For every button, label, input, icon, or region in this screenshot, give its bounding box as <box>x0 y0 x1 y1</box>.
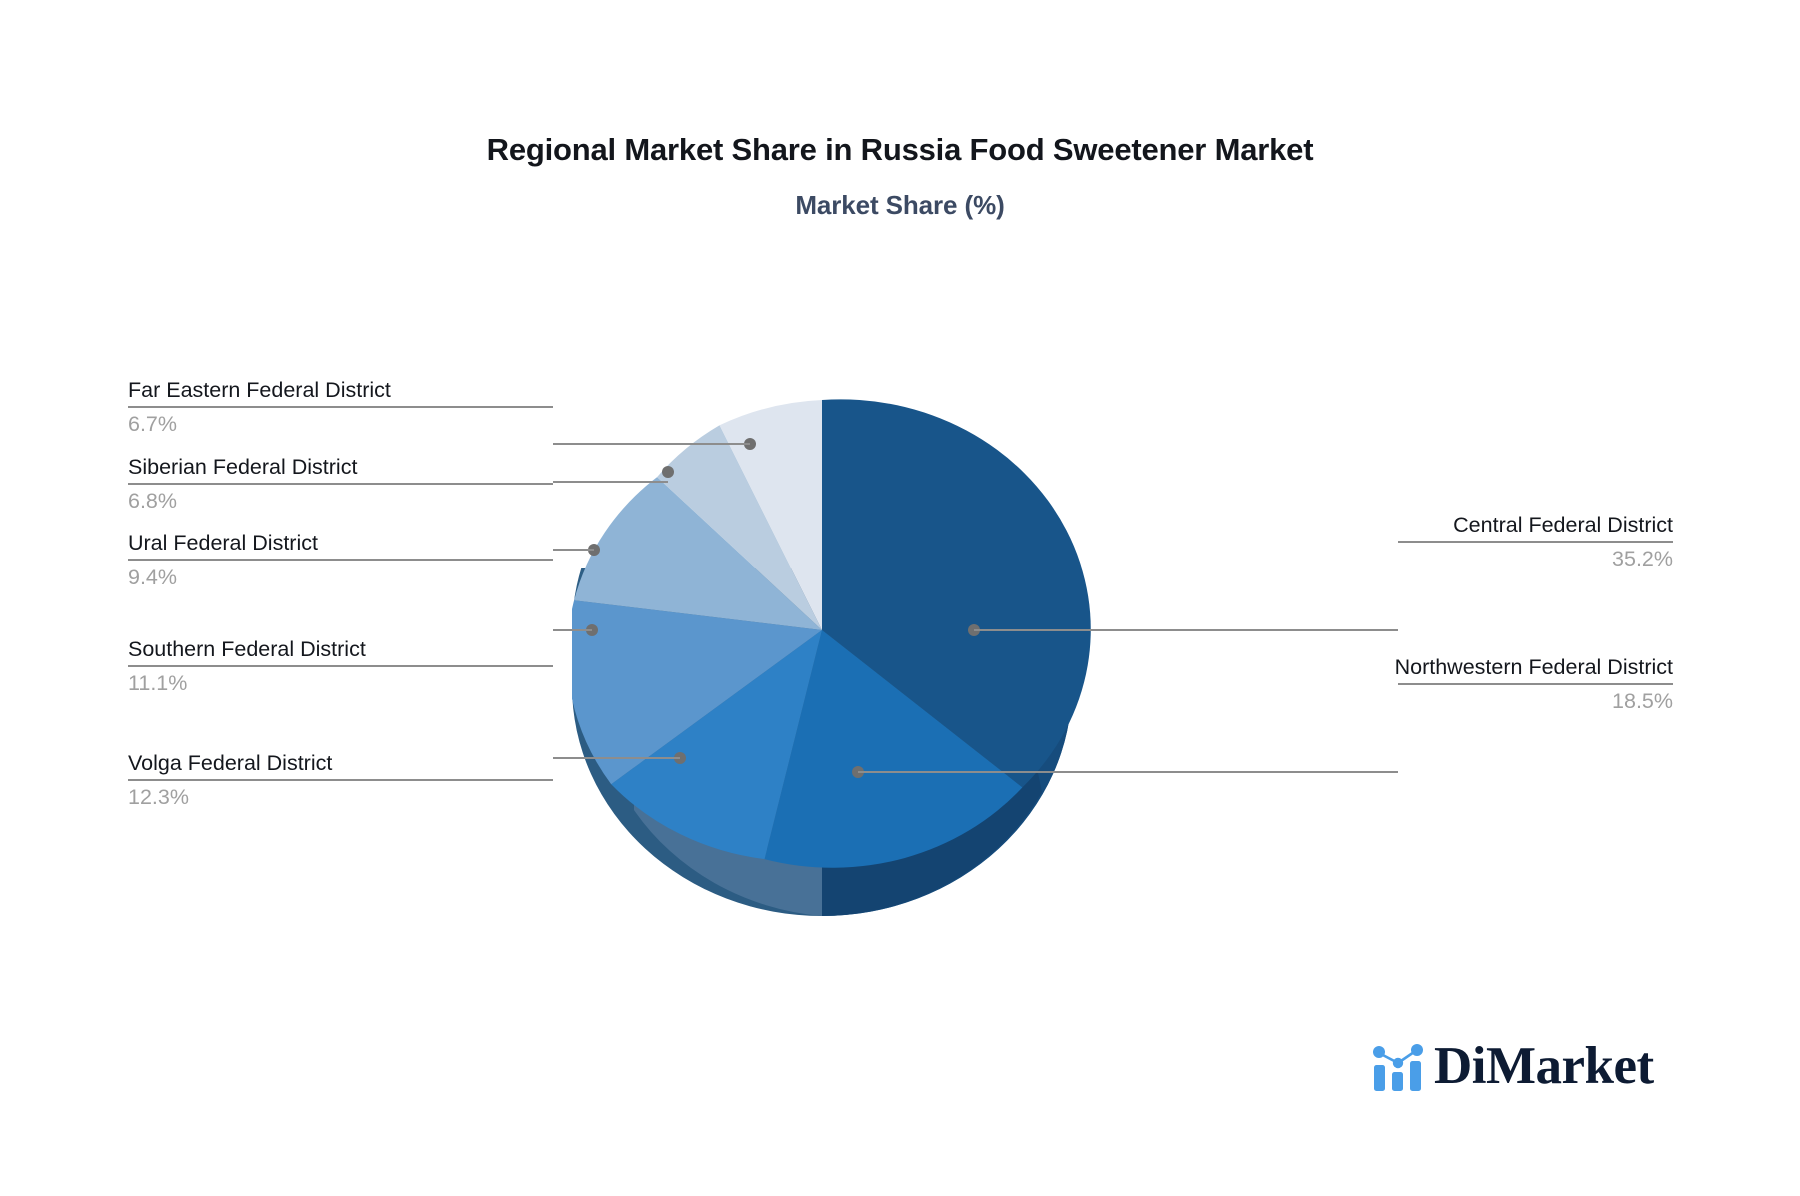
brand-name: DiMarket <box>1434 1037 1654 1095</box>
callout-southern-rule <box>128 665 553 668</box>
callout-far-eastern-label: Far Eastern Federal District <box>128 378 391 402</box>
brand-logo[interactable]: DiMarket <box>1371 1040 1654 1093</box>
callout-siberian-rule <box>128 483 553 486</box>
leader-dot-far-eastern <box>744 438 756 450</box>
callout-central-rule <box>1398 541 1673 544</box>
callout-ural-rule <box>128 559 553 562</box>
callout-volga-label: Volga Federal District <box>128 751 333 775</box>
leader-dot-siberian <box>662 466 674 478</box>
pie-slice-far-eastern[interactable] <box>719 400 822 630</box>
pie-chart-svg <box>572 399 1091 916</box>
leader-dot-southern <box>586 624 598 636</box>
callout-southern-label: Southern Federal District <box>128 637 366 661</box>
callout-volga[interactable]: Volga Federal District 12.3% <box>128 751 553 814</box>
callout-northwestern[interactable]: Northwestern Federal District 18.5% <box>973 655 1673 718</box>
callout-siberian-value: 6.8% <box>128 489 178 514</box>
callout-central-label: Central Federal District <box>1453 513 1673 537</box>
callout-southern[interactable]: Southern Federal District 11.1% <box>128 637 553 700</box>
leader-dots <box>586 438 980 778</box>
callout-siberian[interactable]: Siberian Federal District 6.8% <box>128 455 553 518</box>
callout-ural[interactable]: Ural Federal District 9.4% <box>128 531 553 594</box>
pie-slice-siberian[interactable] <box>657 425 822 630</box>
callout-northwestern-label: Northwestern Federal District <box>1394 655 1673 679</box>
pie-slice-northwestern[interactable] <box>764 630 1023 868</box>
callout-southern-value: 11.1% <box>128 671 188 696</box>
chart-subtitle: Market Share (%) <box>795 190 1005 220</box>
callout-far-eastern[interactable]: Far Eastern Federal District 6.7% <box>128 378 553 441</box>
callout-central[interactable]: Central Federal District 35.2% <box>973 513 1673 576</box>
page-title: Regional Market Share in Russia Food Swe… <box>486 132 1314 167</box>
pie-slice-ural[interactable] <box>574 477 822 630</box>
leader-dot-northwestern <box>852 766 864 778</box>
callout-central-value: 35.2% <box>1612 547 1673 572</box>
callout-northwestern-rule <box>1398 683 1673 686</box>
pie-chart <box>572 372 1232 972</box>
pie-slice-southern[interactable] <box>572 600 822 785</box>
callout-ural-value: 9.4% <box>128 565 178 590</box>
callout-volga-rule <box>128 779 553 782</box>
pie-slice-volga[interactable] <box>611 630 822 860</box>
callout-volga-value: 12.3% <box>128 785 189 810</box>
pie-slice-central[interactable] <box>822 399 1091 788</box>
callout-siberian-label: Siberian Federal District <box>128 455 358 479</box>
leader-dot-ural <box>588 544 600 556</box>
leader-dot-central <box>968 624 980 636</box>
callout-ural-label: Ural Federal District <box>128 531 318 555</box>
pie-slices <box>572 399 1091 868</box>
bar-chart-trend-icon <box>1373 1043 1423 1091</box>
callout-far-eastern-rule <box>128 406 553 409</box>
callout-far-eastern-value: 6.7% <box>128 412 178 437</box>
leader-dot-volga <box>674 752 686 764</box>
callout-northwestern-value: 18.5% <box>1612 689 1673 714</box>
